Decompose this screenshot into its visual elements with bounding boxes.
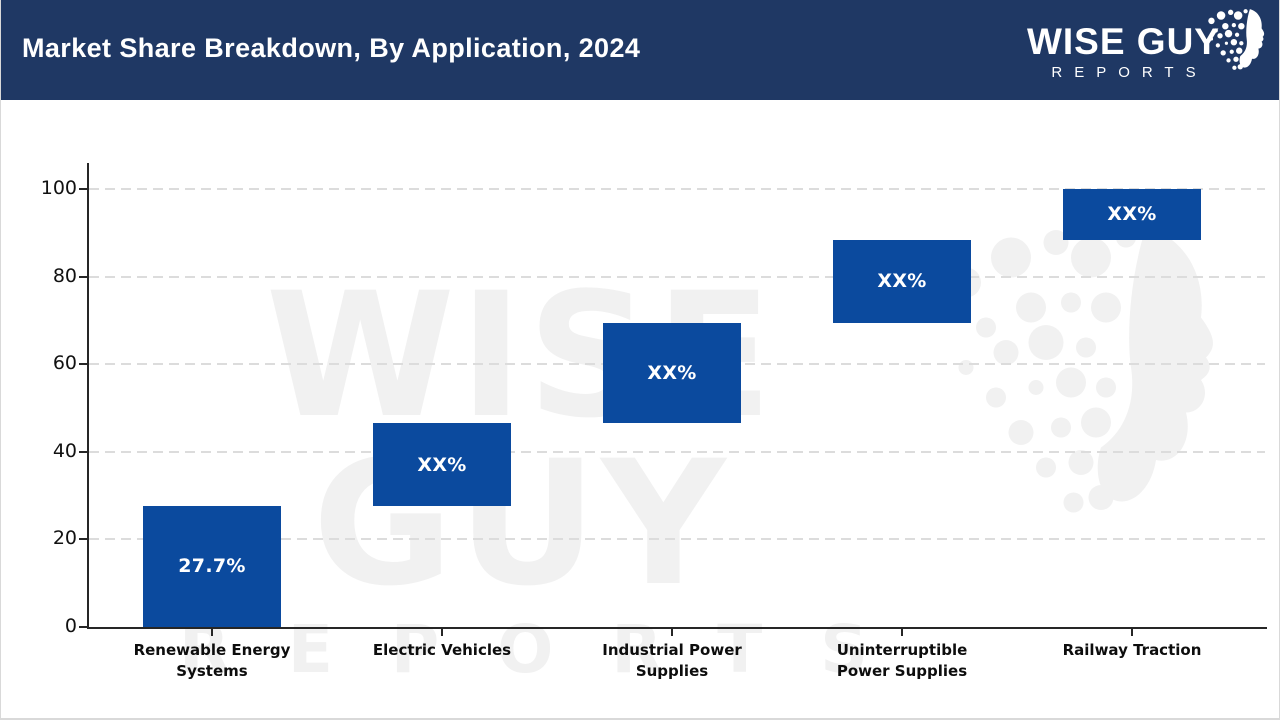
x-category-label: Uninterruptible Power Supplies <box>777 640 1027 682</box>
x-category-label: Railway Traction <box>1007 640 1257 661</box>
dotted-head-profile-icon <box>1208 9 1265 70</box>
bar-5: XX% <box>1063 189 1201 240</box>
y-tick-60 <box>79 363 87 366</box>
y-tick-100 <box>79 188 87 190</box>
x-category-label-line: Railway Traction <box>1062 641 1202 659</box>
x-tick-1 <box>211 629 213 636</box>
x-category-label-line: Industrial Power <box>602 641 742 659</box>
bar-value-label: XX% <box>877 270 927 293</box>
bar-3: XX% <box>603 322 741 424</box>
x-category-label-line: Systems <box>176 662 248 680</box>
logo-wordmark: WISE GUY <box>1026 20 1220 62</box>
gridline-20 <box>89 538 1265 541</box>
y-tick-0 <box>79 626 87 628</box>
bar-value-label: XX% <box>417 453 467 476</box>
bar-value-label: 27.7% <box>178 555 246 578</box>
y-axis-line <box>87 163 89 629</box>
x-tick-5 <box>1131 629 1133 636</box>
bar-value-label: XX% <box>1107 203 1157 226</box>
page-title: Market Share Breakdown, By Application, … <box>22 33 641 63</box>
gridline-40 <box>89 450 1265 453</box>
bar-value-label: XX% <box>647 361 697 384</box>
x-tick-4 <box>901 629 903 636</box>
y-tick-label-80: 80 <box>52 264 77 287</box>
y-tick-20 <box>79 538 87 541</box>
header: Market Share Breakdown, By Application, … <box>1 0 1279 100</box>
x-category-label: Electric Vehicles <box>317 640 567 661</box>
x-category-label-line: Uninterruptible <box>836 641 968 659</box>
y-tick-label-40: 40 <box>52 439 77 462</box>
x-category-label: Industrial Power Supplies <box>547 640 797 682</box>
x-axis-line <box>87 627 1267 629</box>
y-tick-80 <box>79 275 87 278</box>
x-category-label-line: Power Supplies <box>836 662 968 680</box>
x-category-label-line: Supplies <box>635 662 709 680</box>
gridline-80 <box>89 275 1265 278</box>
y-tick-label-60: 60 <box>52 352 77 375</box>
y-tick-label-0: 0 <box>64 615 77 637</box>
bar-4: XX% <box>833 239 971 323</box>
gridline-100 <box>89 188 1265 190</box>
y-tick-label-20: 20 <box>52 527 77 550</box>
x-category-label-line: Electric Vehicles <box>372 641 512 659</box>
logo-subtext: REPORTS <box>1051 63 1208 81</box>
bar-1: 27.7% <box>143 505 281 627</box>
bar-2: XX% <box>373 423 511 506</box>
x-tick-2 <box>441 629 443 636</box>
logo-text: WISE GUY REPORTS <box>1026 20 1220 81</box>
y-tick-label-100: 100 <box>40 177 77 199</box>
x-tick-3 <box>671 629 673 636</box>
y-tick-40 <box>79 450 87 453</box>
x-category-label-line: Renewable Energy <box>133 641 291 659</box>
watermark-head-icon <box>951 227 1213 513</box>
wise-guy-logo: WISE GUY REPORTS <box>1027 6 1268 88</box>
x-category-label: Renewable Energy Systems <box>87 640 337 682</box>
